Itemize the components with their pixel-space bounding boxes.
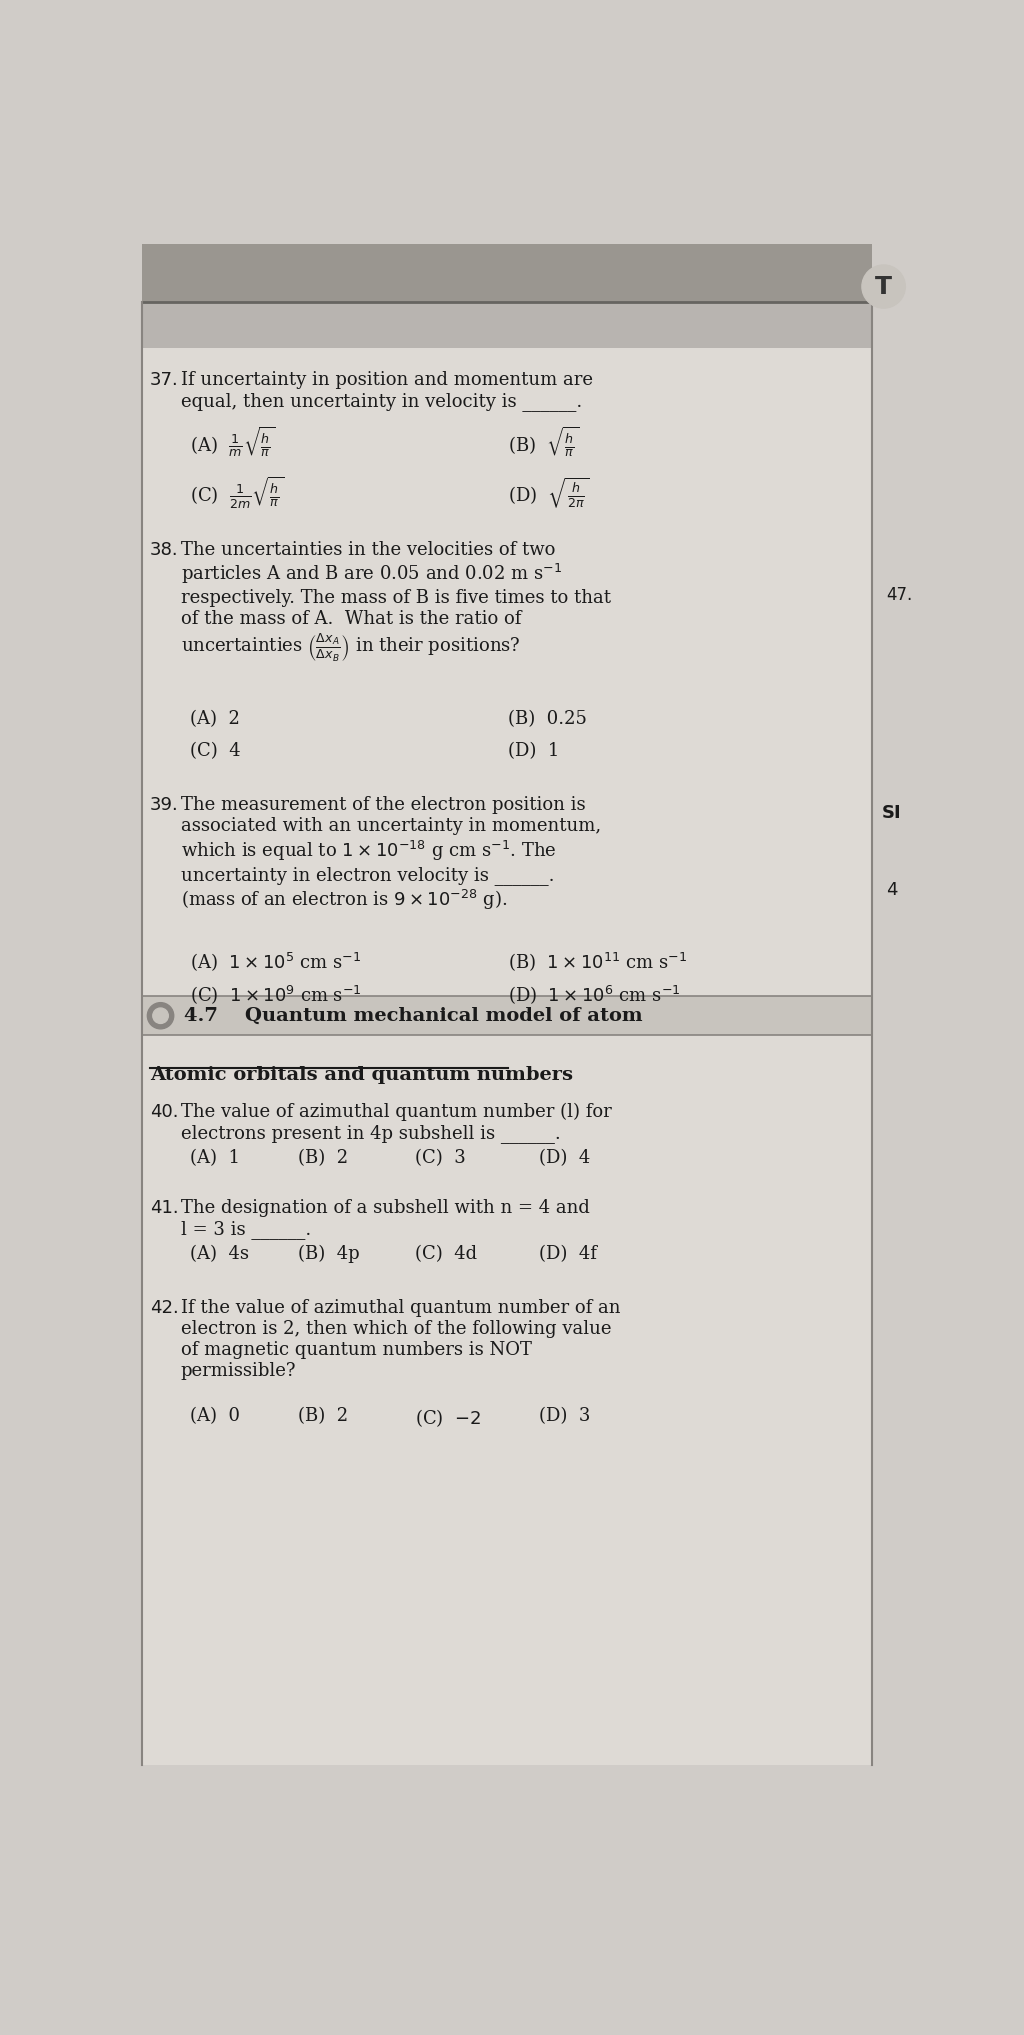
Text: (C)  4d: (C) 4d: [415, 1245, 477, 1264]
Text: (D)  3: (D) 3: [539, 1406, 590, 1424]
Circle shape: [153, 1007, 168, 1024]
Text: 39.: 39.: [150, 796, 178, 814]
Text: If the value of azimuthal quantum number of an
electron is 2, then which of the : If the value of azimuthal quantum number…: [180, 1298, 621, 1380]
FancyBboxPatch shape: [142, 301, 872, 1764]
Text: The value of azimuthal quantum number (l) for
electrons present in 4p subshell i: The value of azimuthal quantum number (l…: [180, 1103, 611, 1144]
FancyBboxPatch shape: [142, 301, 872, 348]
Text: If uncertainty in position and momentum are
equal, then uncertainty in velocity : If uncertainty in position and momentum …: [180, 370, 593, 411]
Text: (A)  $\frac{1}{m}\sqrt{\frac{h}{\pi}}$: (A) $\frac{1}{m}\sqrt{\frac{h}{\pi}}$: [190, 425, 275, 460]
Circle shape: [862, 265, 905, 307]
Text: (A)  $1 \times 10^{5}$ cm s$^{-1}$: (A) $1 \times 10^{5}$ cm s$^{-1}$: [190, 950, 361, 973]
Text: (C)  3: (C) 3: [415, 1150, 466, 1166]
Text: (A)  4s: (A) 4s: [190, 1245, 249, 1264]
Text: The uncertainties in the velocities of two
particles A and B are 0.05 and 0.02 m: The uncertainties in the velocities of t…: [180, 541, 610, 663]
Text: 42.: 42.: [150, 1298, 178, 1317]
Text: (A)  0: (A) 0: [190, 1406, 240, 1424]
Text: 4.7    Quantum mechanical model of atom: 4.7 Quantum mechanical model of atom: [183, 1007, 642, 1026]
Text: (C)  $1 \times 10^{9}$ cm s$^{-1}$: (C) $1 \times 10^{9}$ cm s$^{-1}$: [190, 983, 361, 1005]
Text: (C)  $-2$: (C) $-2$: [415, 1406, 481, 1429]
Text: 41.: 41.: [150, 1199, 178, 1217]
Text: (B)  $\sqrt{\frac{h}{\pi}}$: (B) $\sqrt{\frac{h}{\pi}}$: [508, 425, 579, 460]
Text: (B)  2: (B) 2: [299, 1150, 348, 1166]
Text: (D)  4f: (D) 4f: [539, 1245, 597, 1264]
Text: (D)  $\sqrt{\frac{h}{2\pi}}$: (D) $\sqrt{\frac{h}{2\pi}}$: [508, 476, 589, 509]
FancyBboxPatch shape: [142, 997, 872, 1036]
Text: The measurement of the electron position is
associated with an uncertainty in mo: The measurement of the electron position…: [180, 796, 601, 912]
Text: 40.: 40.: [150, 1103, 178, 1121]
Text: 47.: 47.: [886, 586, 912, 604]
Text: (D)  4: (D) 4: [539, 1150, 590, 1166]
Text: 4: 4: [886, 881, 897, 899]
Text: (D)  1: (D) 1: [508, 743, 559, 761]
FancyBboxPatch shape: [142, 244, 872, 301]
Circle shape: [147, 1003, 174, 1030]
Text: (C)  4: (C) 4: [190, 743, 241, 761]
Text: (B)  2: (B) 2: [299, 1406, 348, 1424]
Text: (A)  2: (A) 2: [190, 710, 240, 729]
Text: SI: SI: [882, 804, 901, 822]
Text: 37.: 37.: [150, 370, 178, 389]
Text: (B)  4p: (B) 4p: [299, 1245, 360, 1264]
Text: 38.: 38.: [150, 541, 178, 560]
Text: (B)  $1 \times 10^{11}$ cm s$^{-1}$: (B) $1 \times 10^{11}$ cm s$^{-1}$: [508, 950, 687, 973]
Text: (D)  $1 \times 10^{6}$ cm s$^{-1}$: (D) $1 \times 10^{6}$ cm s$^{-1}$: [508, 983, 680, 1005]
Text: T: T: [876, 275, 892, 299]
Text: (B)  0.25: (B) 0.25: [508, 710, 587, 729]
Text: (A)  1: (A) 1: [190, 1150, 240, 1166]
Text: (C)  $\frac{1}{2m}\sqrt{\frac{h}{\pi}}$: (C) $\frac{1}{2m}\sqrt{\frac{h}{\pi}}$: [190, 476, 284, 511]
Text: The designation of a subshell with n = 4 and
l = 3 is ______.: The designation of a subshell with n = 4…: [180, 1199, 590, 1239]
Text: Atomic orbitals and quantum numbers: Atomic orbitals and quantum numbers: [150, 1066, 572, 1085]
